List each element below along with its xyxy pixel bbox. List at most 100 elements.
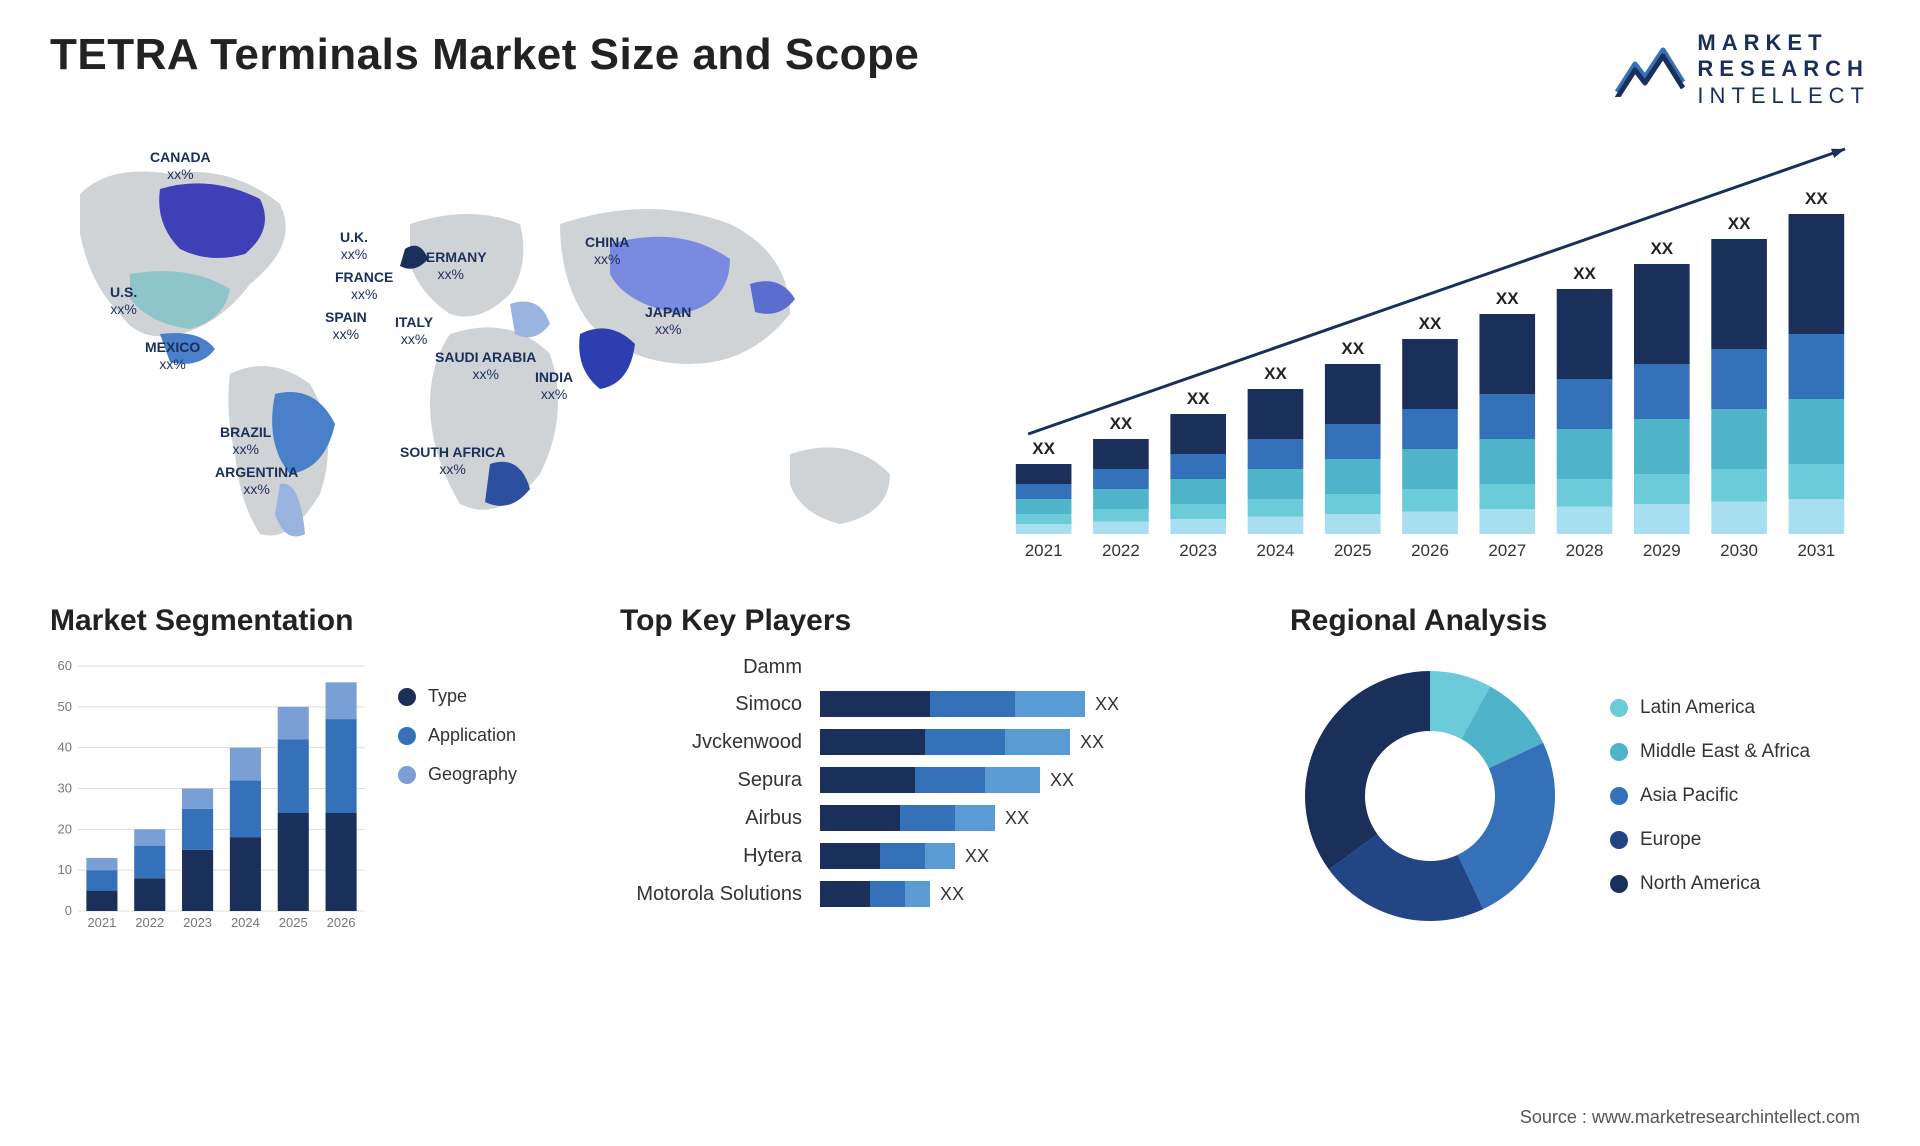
svg-text:2025: 2025	[279, 915, 308, 930]
source-attribution: Source : www.marketresearchintellect.com	[1520, 1107, 1860, 1128]
svg-text:2026: 2026	[327, 915, 356, 930]
map-label: JAPANxx%	[645, 304, 691, 338]
player-row: SimocoXX	[620, 691, 1240, 717]
legend-item: North America	[1610, 873, 1810, 895]
segmentation-chart: 0102030405060202120222023202420252026	[50, 656, 370, 936]
segmentation-panel: Market Segmentation 01020304050602021202…	[50, 604, 570, 936]
player-bar	[820, 881, 930, 907]
player-row: Damm	[620, 656, 1240, 679]
svg-text:2025: 2025	[1334, 541, 1372, 560]
map-label: MEXICOxx%	[145, 339, 200, 373]
world-map-panel: CANADAxx% U.S.xx% MEXICOxx% BRAZILxx% ARGENT…	[50, 134, 950, 574]
svg-text:XX: XX	[1573, 264, 1596, 283]
player-name: Hytera	[620, 845, 820, 868]
svg-text:2026: 2026	[1411, 541, 1449, 560]
svg-text:2023: 2023	[1179, 541, 1217, 560]
legend-item: Europe	[1610, 829, 1810, 851]
player-bar	[820, 843, 955, 869]
map-label: SOUTH AFRICAxx%	[400, 444, 505, 478]
svg-text:XX: XX	[1110, 414, 1133, 433]
svg-text:40: 40	[58, 740, 72, 755]
logo-line3: INTELLECT	[1697, 83, 1870, 108]
segmentation-title: Market Segmentation	[50, 604, 570, 638]
brand-logo: MARKET RESEARCH INTELLECT	[1615, 30, 1870, 109]
logo-line1: MARKET	[1697, 30, 1827, 55]
svg-text:2029: 2029	[1643, 541, 1681, 560]
svg-text:2022: 2022	[135, 915, 164, 930]
map-label: GERMANYxx%	[415, 249, 487, 283]
player-value: XX	[1080, 732, 1104, 753]
map-label: INDIAxx%	[535, 369, 573, 403]
player-name: Motorola Solutions	[620, 883, 820, 906]
players-panel: Top Key Players DammSimocoXXJvckenwoodXX…	[620, 604, 1240, 936]
growth-chart-panel: XX 2021 XX 2022 XX 2023 XX 2024 XX 2025 XX 2026 XX 20…	[990, 134, 1870, 574]
svg-text:XX: XX	[1032, 439, 1055, 458]
map-label: CHINAxx%	[585, 234, 629, 268]
legend-item: Middle East & Africa	[1610, 741, 1810, 763]
legend-item: Application	[398, 725, 517, 746]
player-bar	[820, 729, 1070, 755]
svg-text:XX: XX	[1187, 389, 1210, 408]
regional-legend: Latin America Middle East & Africa Asia Pa…	[1610, 697, 1810, 895]
svg-text:2031: 2031	[1797, 541, 1835, 560]
player-name: Sepura	[620, 769, 820, 792]
map-label: CANADAxx%	[150, 149, 211, 183]
player-row: Motorola Solutions XX	[620, 881, 1240, 907]
player-bar	[820, 691, 1085, 717]
player-value: XX	[1050, 770, 1074, 791]
svg-text:XX: XX	[1805, 189, 1828, 208]
svg-text:2030: 2030	[1720, 541, 1758, 560]
players-title: Top Key Players	[620, 604, 1240, 638]
svg-text:2021: 2021	[87, 915, 116, 930]
svg-text:2022: 2022	[1102, 541, 1140, 560]
map-label: ITALYxx%	[395, 314, 433, 348]
segmentation-legend: Type Application Geography	[398, 656, 517, 936]
svg-text:2027: 2027	[1488, 541, 1526, 560]
player-bar	[820, 767, 1040, 793]
growth-bar-chart: XX 2021 XX 2022 XX 2023 XX 2024 XX 2025 XX 2026 XX 20…	[990, 134, 1870, 574]
player-name: Damm	[620, 656, 820, 679]
svg-text:2021: 2021	[1025, 541, 1063, 560]
player-name: Jvckenwood	[620, 731, 820, 754]
map-label: BRAZILxx%	[220, 424, 271, 458]
legend-item: Latin America	[1610, 697, 1810, 719]
svg-text:XX: XX	[1419, 314, 1442, 333]
svg-text:2024: 2024	[1257, 541, 1295, 560]
player-row: Jvckenwood XX	[620, 729, 1240, 755]
map-label: SAUDI ARABIAxx%	[435, 349, 536, 383]
svg-text:10: 10	[58, 862, 72, 877]
regional-panel: Regional Analysis Latin America Middle Ea…	[1290, 604, 1870, 936]
svg-text:2023: 2023	[183, 915, 212, 930]
svg-text:30: 30	[58, 781, 72, 796]
logo-line2: RESEARCH	[1697, 56, 1868, 81]
map-label: U.S.xx%	[110, 284, 137, 318]
svg-text:2024: 2024	[231, 915, 260, 930]
logo-icon	[1615, 42, 1685, 97]
regional-donut-chart	[1290, 656, 1570, 936]
legend-item: Geography	[398, 764, 517, 785]
player-bar	[820, 805, 995, 831]
map-label: FRANCExx%	[335, 269, 393, 303]
player-value: XX	[940, 884, 964, 905]
player-row: Sepura XX	[620, 767, 1240, 793]
svg-text:0: 0	[65, 903, 72, 918]
page-title: TETRA Terminals Market Size and Scope	[50, 30, 919, 80]
player-row: Airbus XX	[620, 805, 1240, 831]
player-row: Hytera XX	[620, 843, 1240, 869]
svg-text:60: 60	[58, 658, 72, 673]
player-name: Airbus	[620, 807, 820, 830]
svg-text:20: 20	[58, 822, 72, 837]
svg-text:XX: XX	[1264, 364, 1287, 383]
map-label: ARGENTINAxx%	[215, 464, 298, 498]
player-name: Simoco	[620, 693, 820, 716]
player-value: XX	[965, 846, 989, 867]
svg-text:XX: XX	[1496, 289, 1519, 308]
legend-item: Asia Pacific	[1610, 785, 1810, 807]
map-label: U.K.xx%	[340, 229, 368, 263]
svg-text:XX: XX	[1650, 239, 1673, 258]
legend-item: Type	[398, 686, 517, 707]
svg-text:2028: 2028	[1566, 541, 1604, 560]
regional-title: Regional Analysis	[1290, 604, 1870, 638]
svg-text:XX: XX	[1341, 339, 1364, 358]
player-value: XX	[1005, 808, 1029, 829]
